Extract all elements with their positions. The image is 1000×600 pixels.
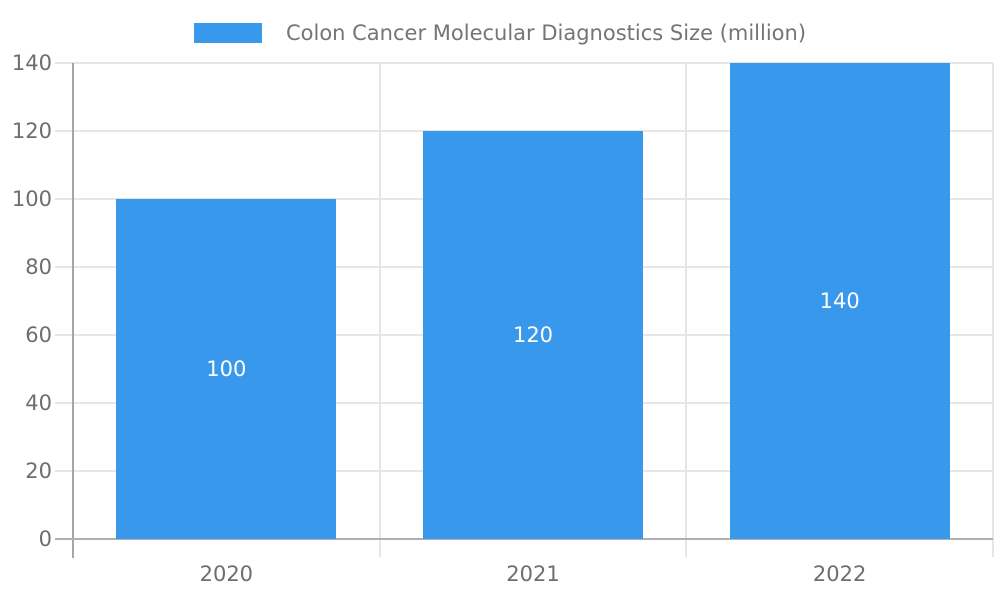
x-axis-tick-label-2022: 2022 [812, 562, 867, 586]
y-axis-tick [55, 402, 73, 404]
y-axis-tick [55, 470, 73, 472]
y-axis-tick [55, 130, 73, 132]
bar-value-label-2021: 120 [512, 323, 554, 347]
bar-2022[interactable] [729, 63, 950, 539]
bar-value-label-2020: 100 [206, 357, 247, 381]
y-axis-tick [55, 334, 73, 336]
y-axis-tick [55, 198, 73, 200]
bar-value-label-2022: 140 [819, 289, 860, 313]
y-axis-tick [55, 266, 73, 268]
y-axis-tick-label: 0 [38, 527, 52, 551]
legend-swatch [193, 23, 262, 43]
y-axis-tick [55, 62, 73, 64]
x-axis-line [55, 538, 993, 540]
y-axis-tick-label: 100 [11, 187, 52, 211]
bar-2021[interactable] [423, 131, 643, 539]
y-axis-line [72, 63, 74, 558]
y-axis-tick-label: 140 [11, 51, 52, 75]
x-axis-tick-label-2021: 2021 [506, 562, 560, 586]
x-axis-tick-label-2020: 2020 [199, 562, 254, 586]
y-axis-tick-label: 60 [25, 323, 52, 347]
gridline [73, 62, 993, 64]
category-separator [992, 63, 994, 557]
legend-label: Colon Cancer Molecular Diagnostics Size … [285, 21, 807, 45]
y-axis-tick-label: 120 [11, 119, 52, 143]
legend[interactable]: Colon Cancer Molecular Diagnostics Size … [0, 20, 1000, 46]
category-separator [685, 63, 688, 557]
y-axis-tick-label: 80 [25, 255, 52, 279]
y-axis-tick-label: 40 [25, 391, 52, 415]
category-separator [378, 63, 381, 557]
bar-2020[interactable] [116, 199, 337, 539]
y-axis-tick-label: 20 [25, 459, 52, 483]
